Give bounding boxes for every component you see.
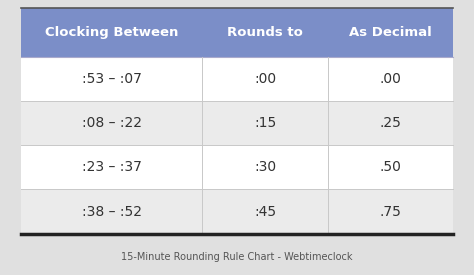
Text: .00: .00 — [379, 72, 401, 86]
Bar — [328, 101, 453, 145]
Bar — [21, 101, 202, 145]
Text: 15-Minute Rounding Rule Chart - Webtimeclock: 15-Minute Rounding Rule Chart - Webtimec… — [121, 252, 353, 262]
Bar — [328, 145, 453, 189]
Bar — [21, 189, 202, 234]
Bar — [202, 189, 328, 234]
Text: :30: :30 — [254, 160, 276, 174]
Text: As Decimal: As Decimal — [349, 26, 431, 39]
Bar — [202, 8, 328, 57]
Bar — [21, 8, 202, 57]
Bar — [21, 57, 202, 101]
Text: Rounds to: Rounds to — [227, 26, 303, 39]
Bar — [202, 57, 328, 101]
Text: :23 – :37: :23 – :37 — [82, 160, 142, 174]
Text: :38 – :52: :38 – :52 — [82, 205, 142, 219]
Text: :53 – :07: :53 – :07 — [82, 72, 142, 86]
Bar — [202, 145, 328, 189]
Text: :08 – :22: :08 – :22 — [82, 116, 142, 130]
Text: Clocking Between: Clocking Between — [45, 26, 179, 39]
Text: :00: :00 — [254, 72, 276, 86]
Bar — [328, 8, 453, 57]
Bar — [328, 189, 453, 234]
Bar — [328, 57, 453, 101]
Bar — [21, 145, 202, 189]
Text: .25: .25 — [379, 116, 401, 130]
Text: .50: .50 — [379, 160, 401, 174]
Text: :45: :45 — [254, 205, 276, 219]
Text: .75: .75 — [379, 205, 401, 219]
Bar — [202, 101, 328, 145]
Text: :15: :15 — [254, 116, 276, 130]
